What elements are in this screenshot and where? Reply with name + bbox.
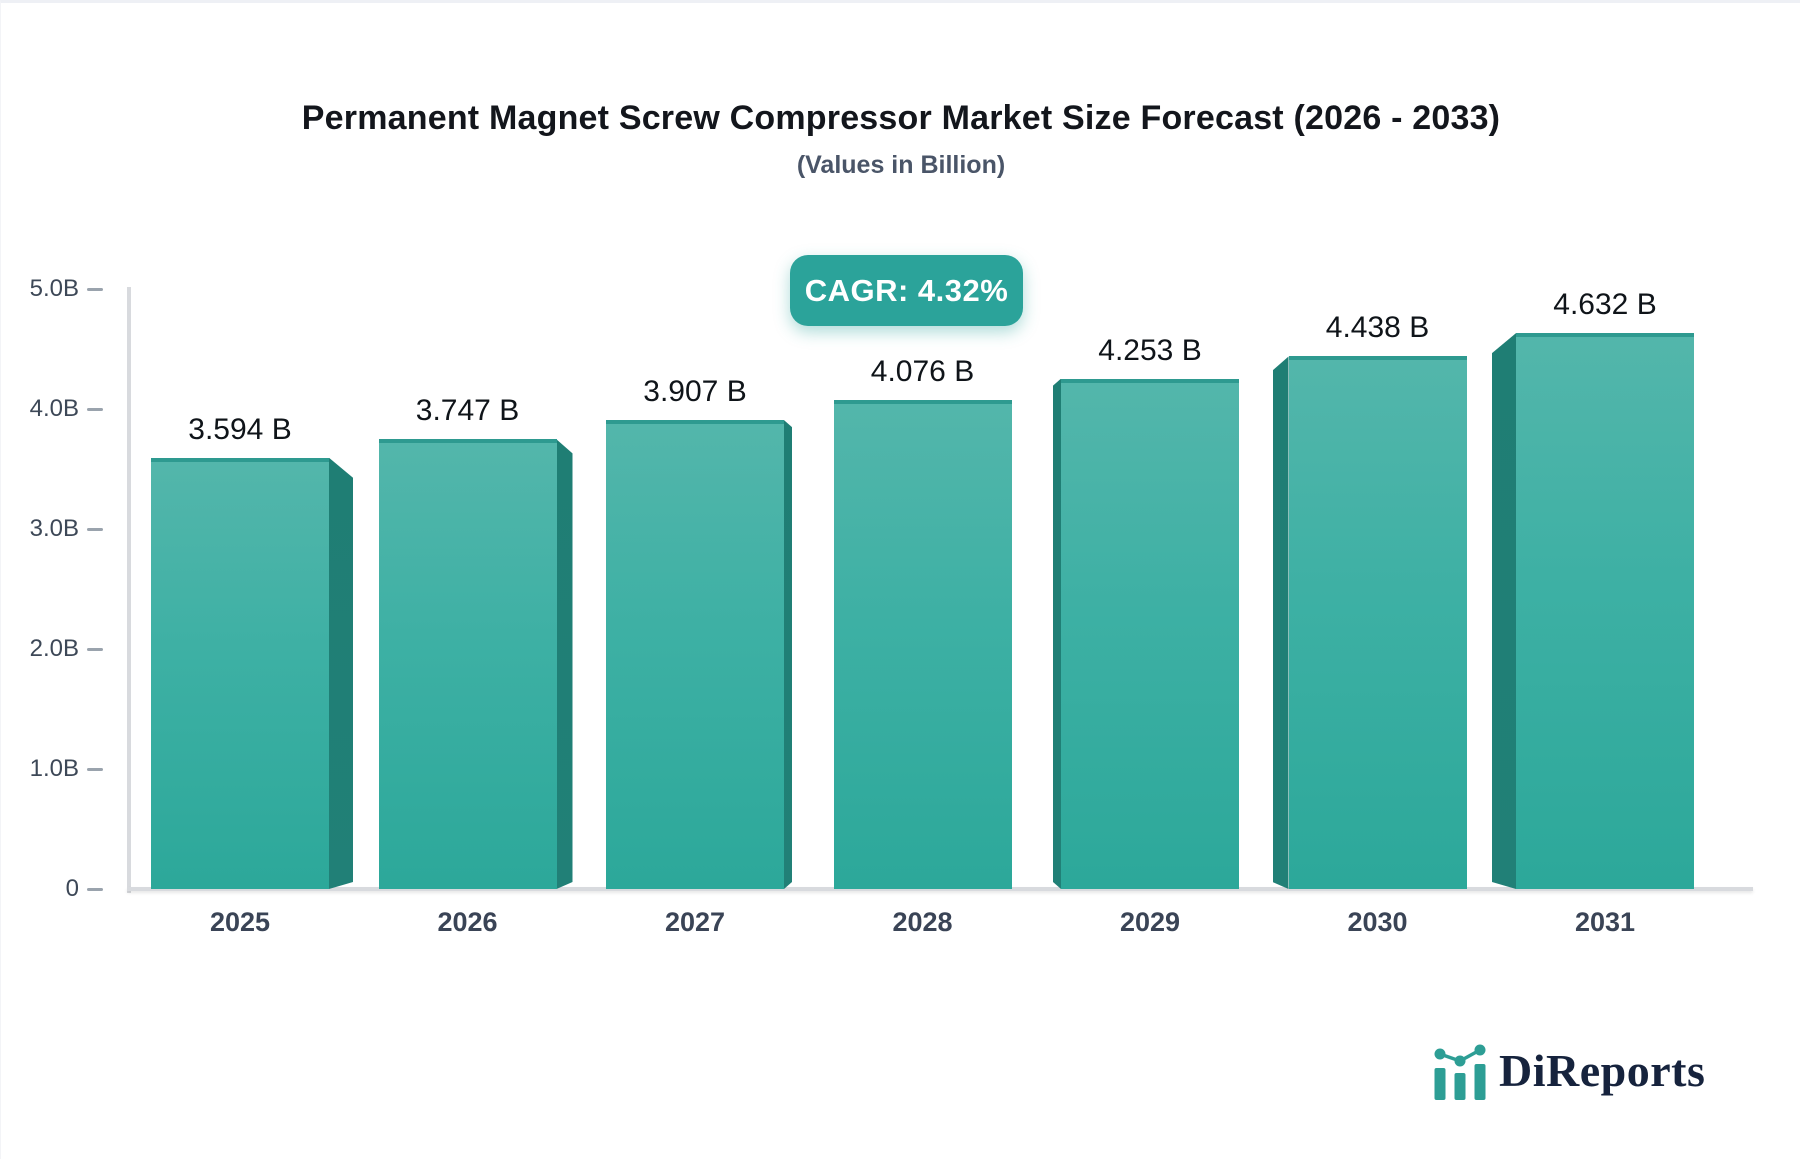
- brand-logo: DiReports: [1433, 1039, 1705, 1103]
- bar: [151, 457, 329, 889]
- x-axis-baseline: [127, 887, 1753, 891]
- bar: [1061, 378, 1239, 889]
- y-tick-label: 3.0B: [29, 515, 79, 542]
- y-tick-label: 4.0B: [29, 395, 79, 422]
- y-tick-mark: [87, 887, 103, 891]
- bar-3d-side: [1492, 333, 1516, 889]
- cagr-badge: CAGR: 4.32%: [790, 255, 1023, 326]
- x-axis-category-label: 2027: [664, 907, 726, 937]
- y-axis-line: [127, 287, 131, 893]
- x-axis-category-label: 2031: [1574, 907, 1636, 937]
- bar-3d-side: [1053, 379, 1061, 889]
- y-tick-mark: [87, 767, 103, 771]
- x-axis-category-label: 2025: [209, 907, 271, 937]
- brand-name: DiReports: [1499, 1045, 1706, 1096]
- bar-value-label: 4.632 B: [1553, 288, 1657, 322]
- x-axis-category-label: 2029: [1119, 907, 1181, 937]
- y-tick-label: 1.0B: [29, 755, 79, 782]
- bar: [606, 420, 784, 889]
- bar-value-label: 4.253 B: [1098, 333, 1202, 367]
- bar-3d-side: [784, 420, 792, 889]
- x-axis-category-label: 2026: [437, 907, 498, 937]
- chart-subtitle: (Values in Billion): [796, 151, 1006, 179]
- bar-3d-side: [557, 439, 573, 889]
- bar-value-label: 3.594 B: [188, 412, 292, 446]
- y-tick-mark: [87, 407, 103, 411]
- x-axis-category-label: 2028: [892, 907, 953, 937]
- y-tick-label: 0: [65, 875, 79, 902]
- bar-value-label: 4.076 B: [870, 354, 975, 388]
- bar: [833, 399, 1012, 889]
- bar: [1516, 333, 1694, 889]
- chart-title: Permanent Magnet Screw Compressor Market…: [301, 99, 1501, 137]
- y-tick-label: 2.0B: [29, 635, 79, 662]
- cagr-badge-label: CAGR: 4.32%: [804, 272, 1009, 308]
- bar-value-label: 3.747 B: [415, 394, 520, 428]
- x-axis-category-label: 2030: [1347, 907, 1408, 937]
- bar-value-label: 4.438 B: [1325, 311, 1430, 345]
- bar: [1288, 356, 1467, 889]
- y-tick-mark: [87, 527, 103, 531]
- mini-bar-chart-logo-icon: [1434, 1044, 1486, 1100]
- y-tick-mark: [87, 287, 103, 291]
- bar: [378, 439, 557, 889]
- bar-value-label: 3.907 B: [643, 375, 747, 409]
- y-tick-label: 5.0B: [29, 275, 79, 302]
- bar-3d-side: [329, 458, 353, 889]
- y-tick-mark: [87, 647, 103, 651]
- bar-3d-side: [1273, 356, 1289, 889]
